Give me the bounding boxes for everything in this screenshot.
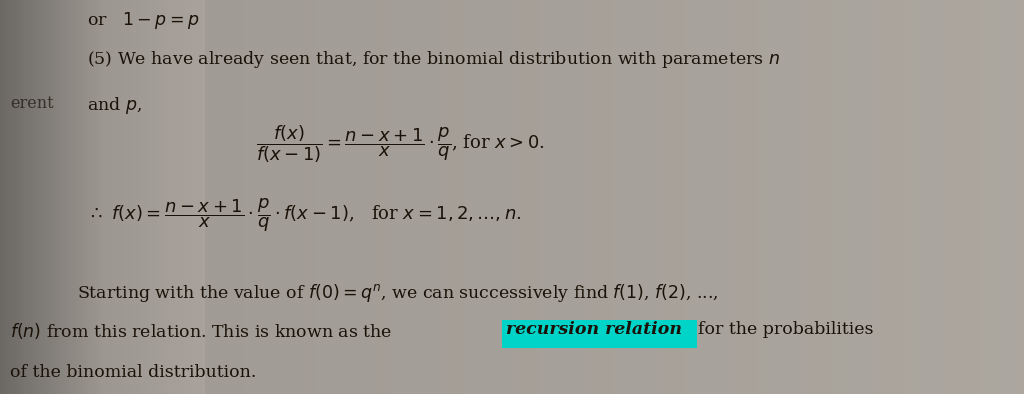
Text: recursion relation: recursion relation <box>506 321 682 338</box>
Text: of the binomial distribution.: of the binomial distribution. <box>10 364 257 381</box>
Text: or   $1-p=p$: or $1-p=p$ <box>87 10 200 31</box>
Text: Starting with the value of $f(0) = q^n$, we can successively find $f(1)$, $f(2)$: Starting with the value of $f(0) = q^n$,… <box>77 282 719 304</box>
Text: erent: erent <box>10 95 54 112</box>
Text: $\therefore\ f(x) = \dfrac{n-x+1}{x}\cdot\dfrac{p}{q}\cdot f(x-1)$,   for $x = 1: $\therefore\ f(x) = \dfrac{n-x+1}{x}\cdo… <box>87 196 522 234</box>
Text: (5) We have already seen that, for the binomial distribution with parameters $n$: (5) We have already seen that, for the b… <box>87 49 780 70</box>
Text: $f(n)$ from this relation. This is known as the: $f(n)$ from this relation. This is known… <box>10 321 392 341</box>
Text: for the probabilities: for the probabilities <box>698 321 873 338</box>
Text: $\dfrac{f(x)}{f(x-1)} = \dfrac{n-x+1}{x}\cdot\dfrac{p}{q}$, for $x > 0$.: $\dfrac{f(x)}{f(x-1)} = \dfrac{n-x+1}{x}… <box>256 123 545 165</box>
Text: and $p$,: and $p$, <box>87 95 142 115</box>
FancyBboxPatch shape <box>502 320 697 348</box>
